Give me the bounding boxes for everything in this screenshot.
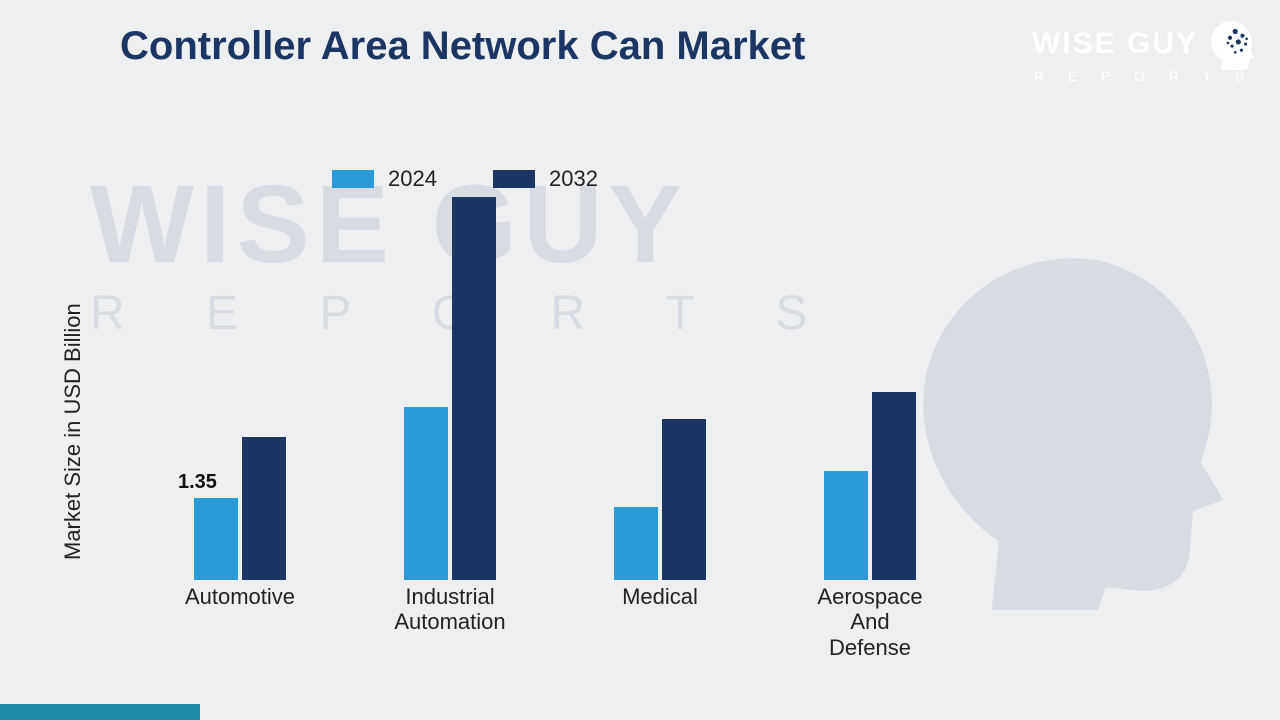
bar-2032 xyxy=(662,419,706,580)
legend-swatch-2032 xyxy=(493,170,535,188)
category-label: AerospaceAndDefense xyxy=(780,584,960,660)
legend-item-2032: 2032 xyxy=(493,166,598,192)
bar-2024 xyxy=(614,507,658,580)
bar-2032 xyxy=(452,197,496,580)
bar-2024 xyxy=(824,471,868,580)
infographic-canvas: WISE GUY R E P O R T S Controller Area N… xyxy=(0,0,1280,720)
legend-swatch-2024 xyxy=(332,170,374,188)
bars xyxy=(404,197,496,580)
brand-logo: WISE GUY R E P O R T S xyxy=(1032,18,1256,84)
bars xyxy=(194,437,286,580)
bottom-left-strip xyxy=(0,704,200,720)
legend: 2024 2032 xyxy=(0,166,930,192)
category-label: Automotive xyxy=(150,584,330,609)
category-label: Medical xyxy=(570,584,750,609)
chart-plot: 1.35AutomotiveIndustrialAutomationMedica… xyxy=(130,185,930,580)
bar-2032 xyxy=(872,392,916,580)
right-band xyxy=(970,0,1280,720)
bar-2024 xyxy=(194,498,238,580)
legend-item-2024: 2024 xyxy=(332,166,437,192)
bars xyxy=(614,419,706,580)
brand-head-icon xyxy=(1204,18,1256,70)
y-axis-label: Market Size in USD Billion xyxy=(60,303,86,560)
brand-line2: R E P O R T S xyxy=(1032,68,1256,84)
bar-2024 xyxy=(404,407,448,580)
bar-2032 xyxy=(242,437,286,580)
bar-value-label: 1.35 xyxy=(178,471,217,494)
chart-title: Controller Area Network Can Market xyxy=(120,24,805,69)
brand-line1: WISE GUY xyxy=(1032,27,1198,61)
category-label: IndustrialAutomation xyxy=(360,584,540,635)
legend-label-2024: 2024 xyxy=(388,166,437,192)
legend-label-2032: 2032 xyxy=(549,166,598,192)
bars xyxy=(824,392,916,580)
